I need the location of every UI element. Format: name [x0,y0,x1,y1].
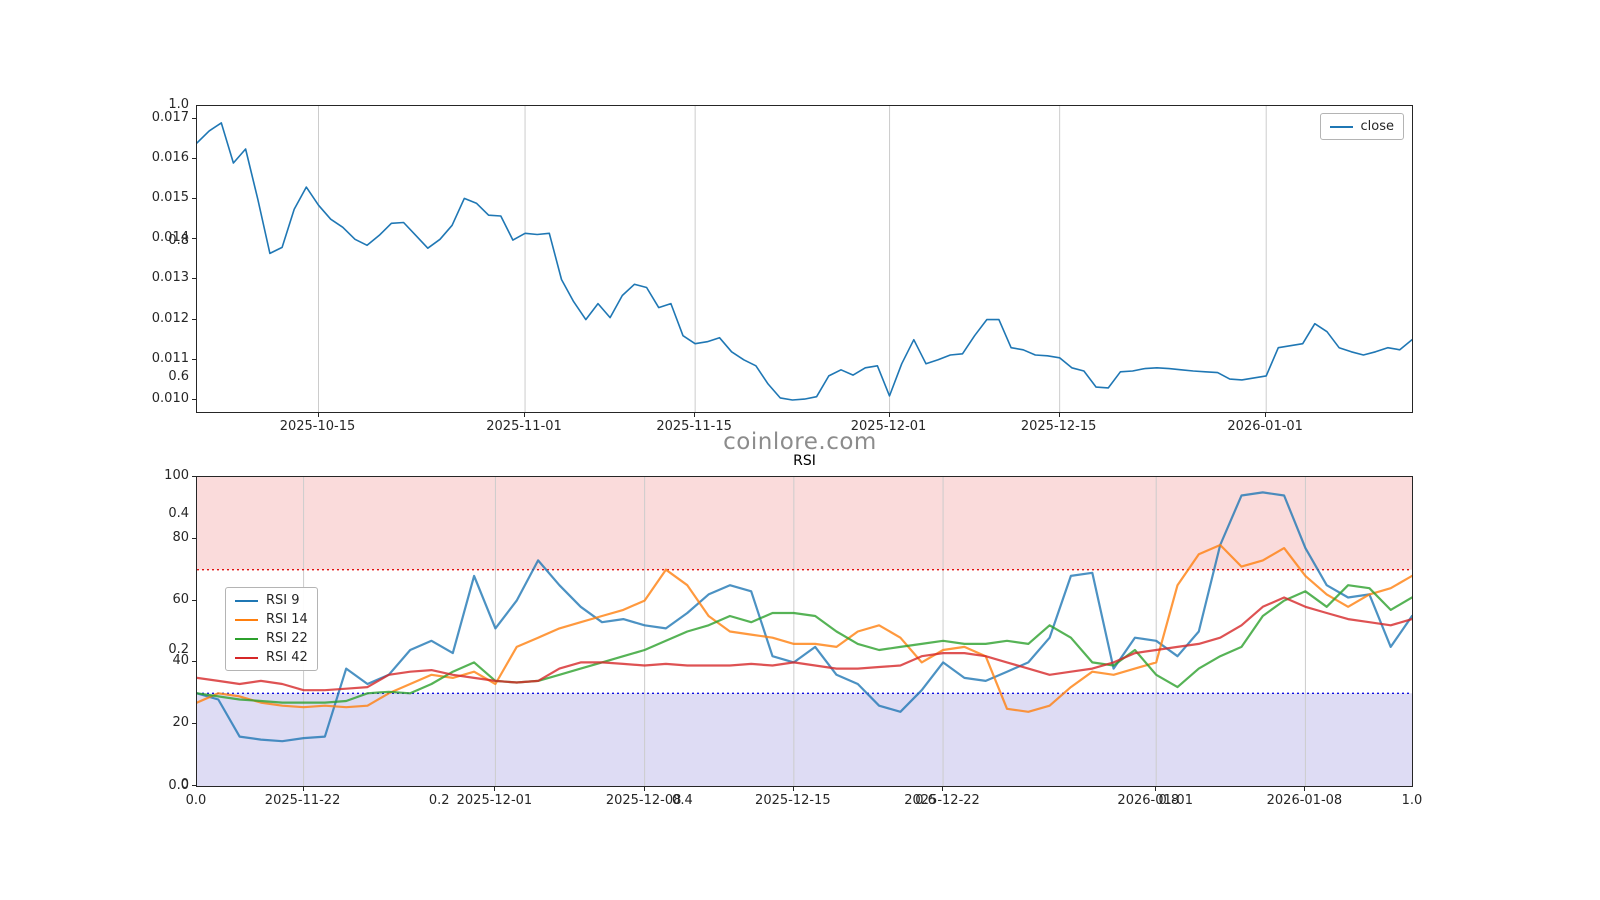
rsi-x-tick-label: 2025-12-08 [605,793,682,808]
legend-label-rsi-14: RSI 14 [266,612,308,627]
rsi-chart-plot-area: RSI 9 RSI 14 RSI 22 RSI 42 [196,476,1413,787]
price-x-tick-label: 2025-10-15 [279,419,356,434]
rsi-y-tickmark [192,599,196,601]
price-chart-svg [197,106,1412,412]
oversold-band [197,693,1412,786]
price-y-tick-label: 0.011 [151,350,189,366]
rsi-y-tick-label: 40 [172,653,189,669]
rsi-series-line-rsi-9 [197,491,1412,743]
rsi-y-tickmark [192,537,196,539]
legend-line-swatch-rsi-9 [235,599,258,602]
hidden-axis-x-label: 0.2 [428,793,450,808]
rsi-y-tickmark [192,785,196,786]
rsi-x-tickmark [302,787,304,791]
legend-line-swatch-close [1329,125,1353,128]
price-y-tick-label: 0.016 [151,150,189,165]
price-y-tick-label: 0.013 [151,270,189,286]
rsi-chart-svg [197,477,1412,786]
legend-item-rsi-42: RSI 42 [235,650,308,665]
rsi-x-tickmark [643,787,645,791]
rsi-series-line-rsi-14 [197,543,1412,713]
hidden-axis-y-label: 0.4 [168,505,189,521]
rsi-y-tick-label: 60 [172,591,189,607]
price-x-tickmark [317,413,319,417]
rsi-x-tickmark [942,787,944,791]
legend-line-swatch-rsi-14 [235,618,258,621]
rsi-x-tickmark [494,787,496,791]
price-y-tick-label: 0.010 [151,390,189,406]
hidden-axis-x-label: 0.0 [185,793,207,808]
legend-label-rsi-22: RSI 22 [266,631,308,646]
legend-item-rsi-9: RSI 9 [235,593,308,608]
price-y-tick-label: 0.014 [151,230,189,246]
price-legend: close [1319,113,1404,140]
rsi-x-tick-label: 2025-11-22 [264,793,341,808]
price-series-line-close [197,122,1412,401]
legend-label-rsi-42: RSI 42 [266,650,308,665]
price-y-tickmark [192,318,196,320]
rsi-series-line-rsi-22 [197,584,1412,704]
price-y-tickmark [192,117,196,119]
rsi-legend: RSI 9 RSI 14 RSI 22 RSI 42 [225,587,318,671]
rsi-y-tickmark [192,476,196,477]
rsi-y-tickmark [192,723,196,725]
price-y-tickmark [192,238,196,240]
rsi-x-tick-label: 2025-12-01 [456,793,533,808]
hidden-axis-x-label: 1.0 [1401,793,1423,808]
price-x-tick-label: 2025-12-01 [850,419,927,434]
price-x-tick-label: 2025-12-15 [1020,419,1097,434]
price-y-tickmark [192,398,196,400]
rsi-x-tick-label: 2025-12-22 [904,793,980,808]
price-y-tickmark [192,358,196,360]
watermark: coinlore.com [723,429,877,455]
rsi-y-tick-label: 80 [172,529,189,545]
price-y-tick-label: 0.015 [151,190,189,206]
legend-item-close: close [1329,119,1394,134]
price-x-tickmark [1058,413,1060,417]
price-x-tickmark [524,413,526,417]
price-x-tickmark [694,413,696,417]
legend-line-swatch-rsi-42 [235,656,258,659]
rsi-y-tick-label: 100 [164,468,189,483]
hidden-axis-y-label: 0.0 [168,778,189,793]
price-x-tick-label: 2025-11-01 [486,419,562,434]
overbought-band [197,477,1412,570]
price-x-tick-label: 2025-11-15 [656,419,732,434]
price-x-tickmark [888,413,890,417]
price-y-tickmark [192,278,196,280]
hidden-axis-y-label: 0.8 [168,233,189,249]
legend-label-rsi-9: RSI 9 [266,593,300,608]
rsi-x-tick-label: 2026-01-08 [1266,793,1343,808]
legend-item-rsi-14: RSI 14 [235,612,308,627]
rsi-y-tickmark [192,661,196,663]
rsi-x-tick-label: 2026-01-01 [1117,793,1193,808]
rsi-y-tick-label: 20 [172,715,189,731]
hidden-axis-y-label: 0.2 [168,641,189,657]
price-chart-plot-area: close [196,105,1413,413]
price-x-tick-label: 2026-01-01 [1227,419,1303,434]
price-y-tickmark [192,158,196,159]
rsi-x-tickmark [1304,787,1306,791]
hidden-axis-x-label: 0.4 [672,793,693,808]
rsi-x-tickmark [792,787,794,791]
hidden-axis-x-label: 0.6 [915,793,936,808]
rsi-x-tickmark [1155,787,1157,791]
hidden-axis-x-label: 0.8 [1158,793,1180,808]
legend-line-swatch-rsi-22 [235,637,258,640]
rsi-y-tick-label: 0 [180,777,189,792]
legend-label-close: close [1360,119,1394,134]
hidden-axis-y-label: 1.0 [168,97,189,112]
rsi-chart-title: RSI [793,453,816,469]
legend-item-rsi-22: RSI 22 [235,631,308,646]
price-x-tickmark [1265,413,1267,417]
rsi-series-line-rsi-42 [197,596,1412,692]
price-y-tick-label: 0.012 [151,310,189,326]
rsi-x-tick-label: 2025-12-15 [755,793,831,808]
hidden-axis-y-label: 0.6 [168,369,189,385]
price-y-tick-label: 0.017 [151,109,189,125]
price-y-tickmark [192,198,196,200]
